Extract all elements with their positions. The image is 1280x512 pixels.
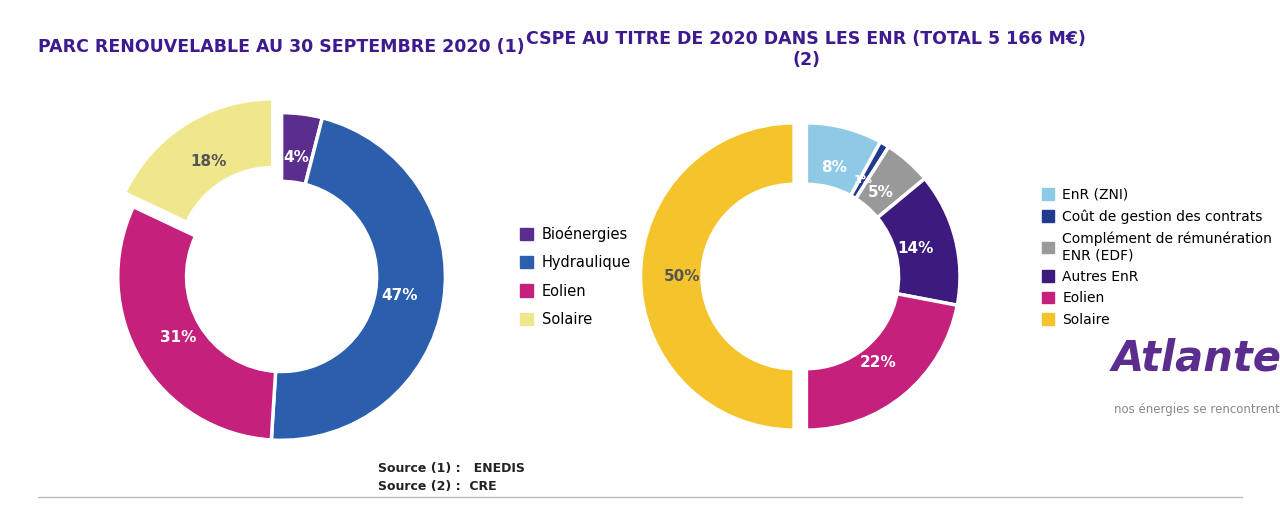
Legend: EnR (ZNI), Coût de gestion des contrats, Complément de rémunération
ENR (EDF), A: EnR (ZNI), Coût de gestion des contrats,… [1036, 182, 1277, 332]
Wedge shape [118, 207, 275, 440]
Text: 31%: 31% [160, 330, 197, 345]
Wedge shape [282, 113, 323, 184]
Text: 22%: 22% [859, 355, 896, 370]
Text: 1%: 1% [854, 175, 873, 185]
Text: 4%: 4% [284, 151, 310, 165]
Wedge shape [271, 118, 445, 440]
Text: nos énergies se rencontrent: nos énergies se rencontrent [1114, 403, 1280, 416]
Text: 18%: 18% [191, 154, 227, 169]
Text: 14%: 14% [897, 241, 933, 256]
Text: Source (1) :   ENEDIS: Source (1) : ENEDIS [378, 462, 525, 475]
Wedge shape [640, 123, 794, 430]
Text: 47%: 47% [381, 288, 419, 303]
Text: 5%: 5% [868, 185, 893, 200]
Text: Source (2) :  CRE: Source (2) : CRE [378, 480, 497, 493]
Title: PARC RENOUVELABLE AU 30 SEPTEMBRE 2020 (1): PARC RENOUVELABLE AU 30 SEPTEMBRE 2020 (… [38, 38, 525, 56]
Text: Atlante: Atlante [1112, 337, 1280, 379]
Wedge shape [856, 147, 924, 218]
Wedge shape [806, 123, 881, 196]
Legend: Bioénergies, Hydraulique, Eolien, Solaire: Bioénergies, Hydraulique, Eolien, Solair… [515, 221, 637, 332]
Wedge shape [124, 99, 273, 222]
Title: CSPE AU TITRE DE 2020 DANS LES ENR (TOTAL 5 166 M€)
(2): CSPE AU TITRE DE 2020 DANS LES ENR (TOTA… [526, 30, 1087, 69]
Wedge shape [877, 179, 960, 305]
Wedge shape [806, 294, 957, 430]
Text: 50%: 50% [664, 269, 700, 284]
Text: 8%: 8% [822, 160, 847, 176]
Wedge shape [851, 142, 888, 199]
